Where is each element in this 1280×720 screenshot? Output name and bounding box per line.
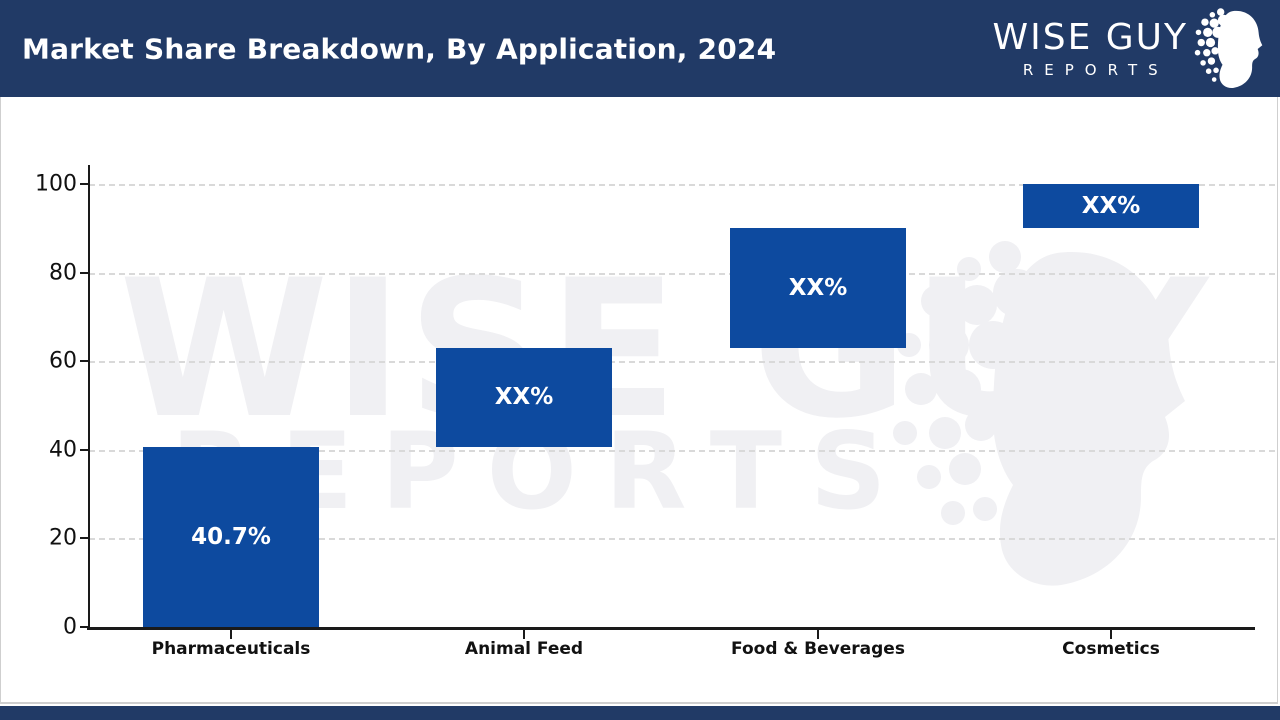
x-axis-category-label: Animal Feed xyxy=(464,639,584,659)
y-axis-tick xyxy=(80,626,89,628)
gridline xyxy=(89,361,1275,364)
gridline xyxy=(89,184,1275,186)
y-axis-line xyxy=(88,165,90,629)
wise-guy-reports-logo: WISE GUY REPORTS xyxy=(993,6,1267,92)
bar xyxy=(730,228,906,348)
bar xyxy=(436,347,612,447)
x-axis-tick xyxy=(230,630,232,639)
page-title: Market Share Breakdown, By Application, … xyxy=(22,32,777,65)
gridline xyxy=(89,272,1275,275)
bar-value-label: XX% xyxy=(494,384,554,411)
y-axis-tick-label: 60 xyxy=(49,348,77,374)
bar-value-label: 40.7% xyxy=(191,523,271,550)
x-axis-tick xyxy=(523,630,525,639)
logo-wordmark: WISE GUY xyxy=(992,16,1188,58)
x-axis-tick xyxy=(1110,630,1112,639)
x-axis-line xyxy=(87,627,1255,630)
y-axis-tick xyxy=(80,183,89,185)
y-axis-tick xyxy=(80,537,89,540)
y-axis-tick-label: 40 xyxy=(49,437,77,463)
logo-subtext: REPORTS xyxy=(1022,60,1169,79)
y-axis-tick-label: 80 xyxy=(49,260,77,286)
gridline xyxy=(89,449,1275,452)
y-axis-tick xyxy=(80,360,89,363)
x-axis-category-label: Cosmetics xyxy=(1062,639,1160,659)
x-axis-tick xyxy=(817,630,819,639)
y-axis-tick-label: 100 xyxy=(35,171,77,197)
bar-value-label: XX% xyxy=(788,275,848,302)
bar-value-label: XX% xyxy=(1081,193,1141,220)
y-axis-tick-label: 0 xyxy=(63,614,77,640)
bar xyxy=(1023,184,1199,229)
y-axis-tick-label: 20 xyxy=(49,525,77,551)
y-axis-tick xyxy=(80,271,89,274)
x-axis-category-label: Food & Beverages xyxy=(731,639,905,659)
x-axis-category-label: Pharmaceuticals xyxy=(151,639,311,659)
header-bar: Market Share Breakdown, By Application, … xyxy=(0,0,1280,97)
logo-text: WISE GUY REPORTS xyxy=(992,16,1189,79)
y-axis-tick xyxy=(80,448,89,451)
watermark-head-icon xyxy=(893,241,1185,586)
gridline xyxy=(89,538,1275,541)
chart-canvas: WISE GUY REPORTS 0 20 40 60 80 100 40.7% Pharma… xyxy=(0,97,1278,704)
bar xyxy=(143,446,319,627)
dotted-head-logo-icon xyxy=(1194,8,1263,88)
footer-bar xyxy=(0,706,1280,720)
